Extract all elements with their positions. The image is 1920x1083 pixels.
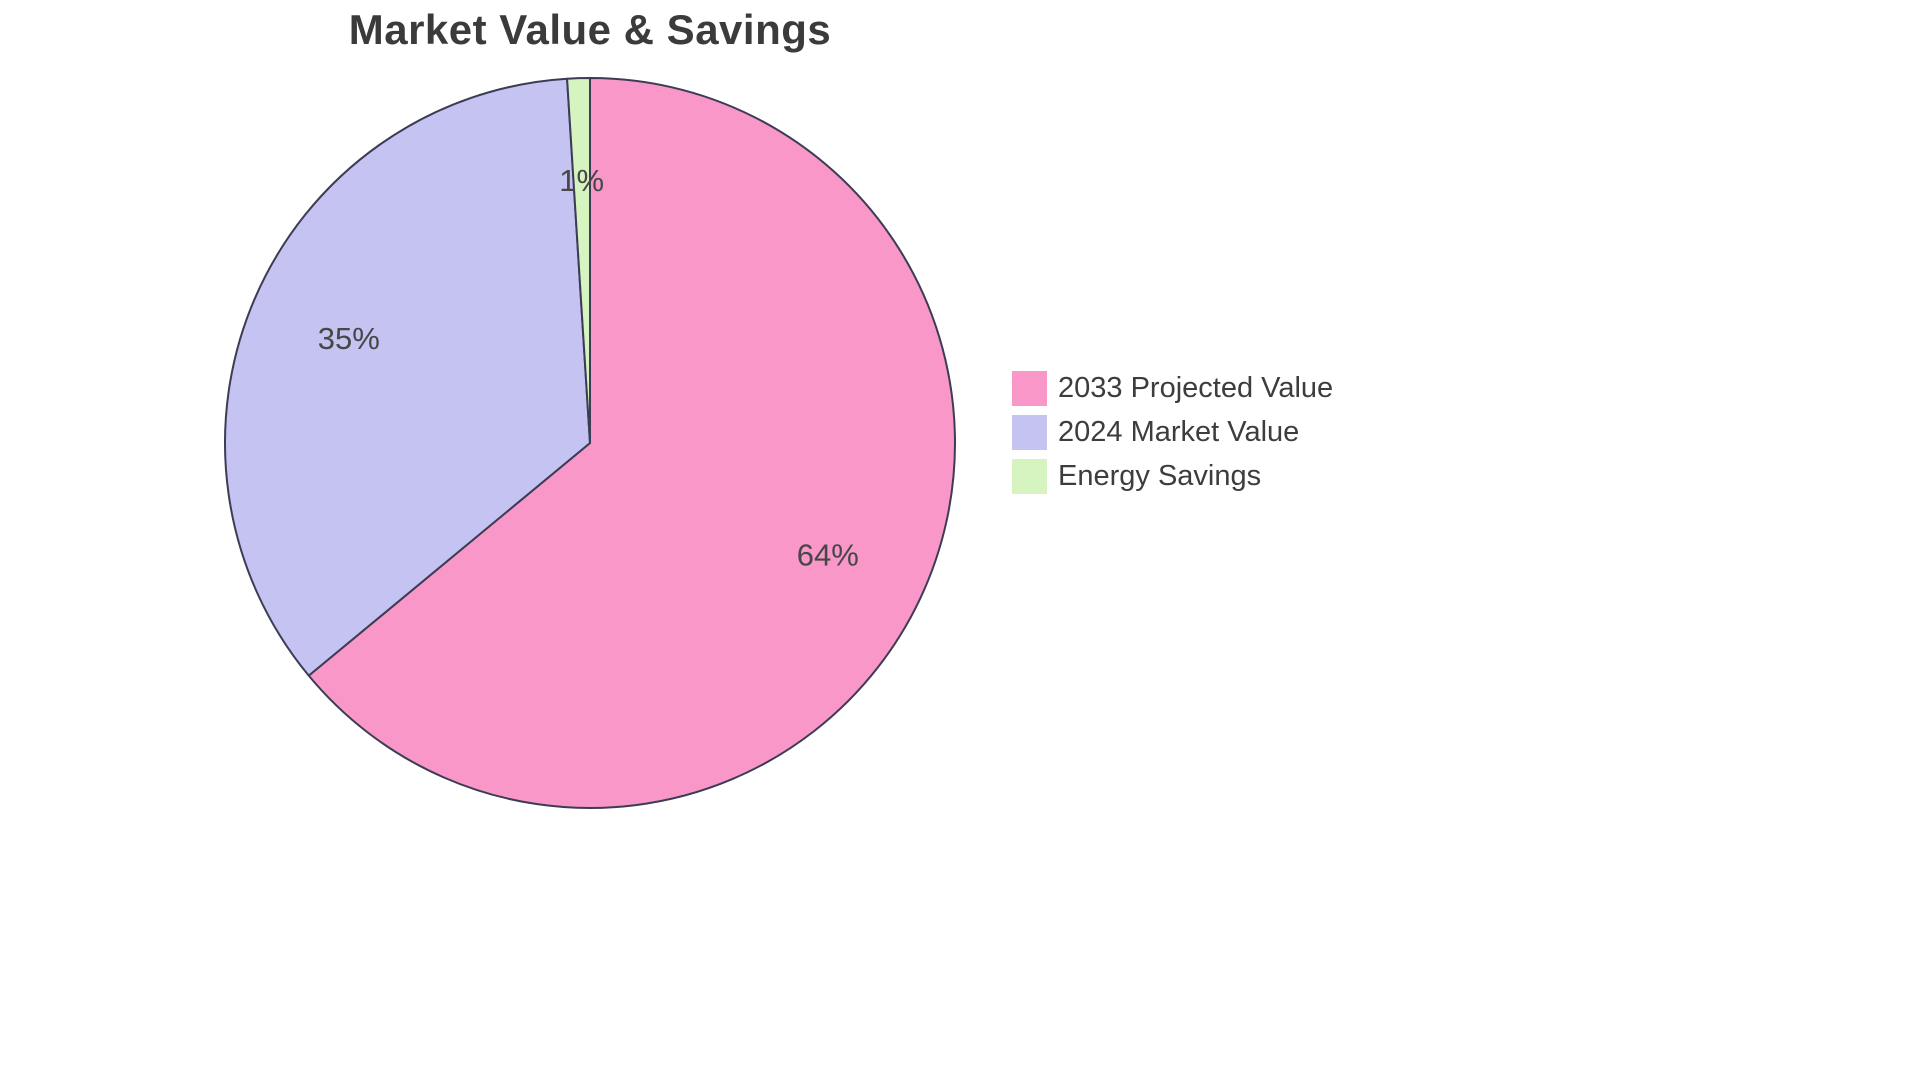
legend-swatch-0: [1012, 371, 1047, 406]
chart-legend: 2033 Projected Value 2024 Market Value Ene…: [1012, 371, 1333, 494]
legend-item-2: Energy Savings: [1012, 459, 1333, 494]
chart-title: Market Value & Savings: [348, 6, 832, 53]
pie-slice-label-1: 35%: [318, 321, 380, 356]
pie-slice-2: [566, 77, 591, 444]
legend-swatch-1: [1012, 415, 1047, 450]
legend-item-1: 2024 Market Value: [1012, 415, 1333, 450]
pie-slice-0: [307, 77, 956, 809]
legend-swatch-2: [1012, 459, 1047, 494]
pie-slice-label-2: 1%: [559, 163, 604, 198]
legend-label-2: Energy Savings: [1058, 460, 1262, 492]
legend-label-0: 2033 Projected Value: [1058, 372, 1334, 404]
pie-slice-1: [223, 77, 591, 677]
legend-label-1: 2024 Market Value: [1058, 416, 1300, 448]
pie-slice-label-0: 64%: [797, 537, 859, 572]
legend-item-0: 2033 Projected Value: [1012, 371, 1333, 406]
